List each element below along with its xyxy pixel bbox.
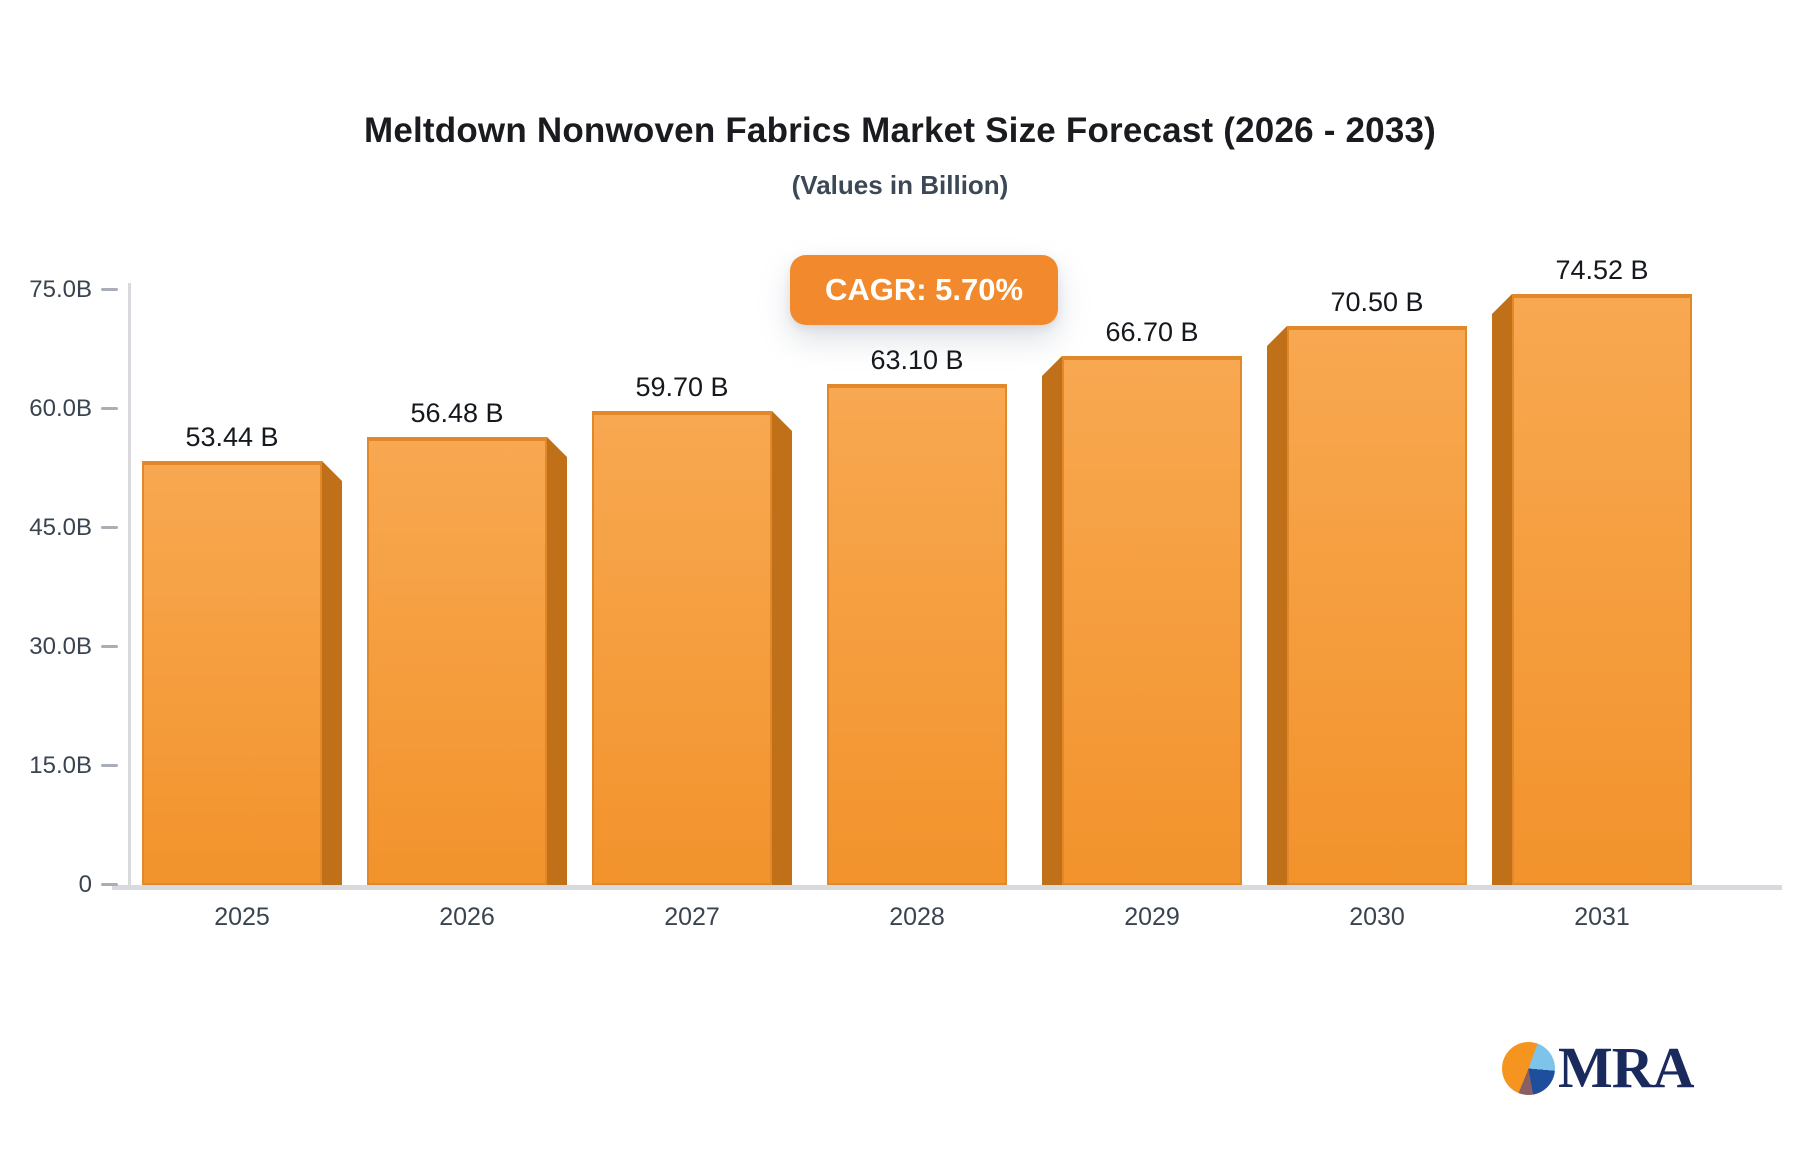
y-tick-dash xyxy=(101,883,118,886)
chart-title: Meltdown Nonwoven Fabrics Market Size Fo… xyxy=(363,111,1437,150)
bar-value-label: 70.50 B xyxy=(1330,287,1424,317)
mra-logo: MRA xyxy=(1502,1035,1695,1100)
bar xyxy=(1512,294,1692,885)
y-tick-dash xyxy=(101,645,118,648)
bar-side-face xyxy=(547,437,567,885)
bar-side-face xyxy=(772,411,792,885)
x-axis-label: 2030 xyxy=(1349,903,1405,931)
bar-value-label: 66.70 B xyxy=(1105,317,1199,347)
bar-value-label: 53.44 B xyxy=(185,422,279,452)
bar-side-face xyxy=(1267,326,1287,885)
bar-side-face xyxy=(1042,356,1062,885)
bar xyxy=(367,437,547,885)
y-tick-label: 30.0B xyxy=(29,633,92,660)
pie-chart-logo-icon xyxy=(1502,1041,1555,1095)
x-axis-label: 2031 xyxy=(1574,903,1630,931)
bar xyxy=(1062,356,1242,885)
x-axis-line xyxy=(112,885,1782,890)
y-tick-label: 75.0B xyxy=(29,276,92,303)
y-tick-label: 60.0B xyxy=(29,395,92,422)
bar-value-label: 63.10 B xyxy=(870,345,964,375)
bar xyxy=(1287,326,1467,885)
y-tick-dash xyxy=(101,407,118,410)
bar-value-label: 74.52 B xyxy=(1555,255,1649,285)
x-axis-label: 2028 xyxy=(889,903,945,931)
bar-value-label: 59.70 B xyxy=(635,372,729,402)
y-tick-label: 0 xyxy=(78,871,92,898)
bar xyxy=(827,384,1007,885)
y-tick-label: 15.0B xyxy=(29,752,92,779)
x-axis-label: 2026 xyxy=(439,903,495,931)
mra-logo-text: MRA xyxy=(1558,1035,1695,1100)
bar xyxy=(592,411,772,885)
y-axis-line xyxy=(128,283,131,890)
x-axis-label: 2029 xyxy=(1124,903,1180,931)
bar xyxy=(142,461,322,885)
chart-subtitle: (Values in Billion) xyxy=(791,170,1009,200)
y-tick-dash xyxy=(101,288,118,291)
cagr-badge: CAGR: 5.70% xyxy=(790,255,1058,325)
x-axis-label: 2027 xyxy=(664,903,720,931)
bar-side-face xyxy=(1492,294,1512,885)
bar-side-face xyxy=(322,461,342,885)
x-axis-label: 2025 xyxy=(214,903,270,931)
y-tick-label: 45.0B xyxy=(29,514,92,541)
bar-value-label: 56.48 B xyxy=(410,398,504,428)
y-tick-dash xyxy=(101,526,118,529)
y-tick-dash xyxy=(101,764,118,767)
